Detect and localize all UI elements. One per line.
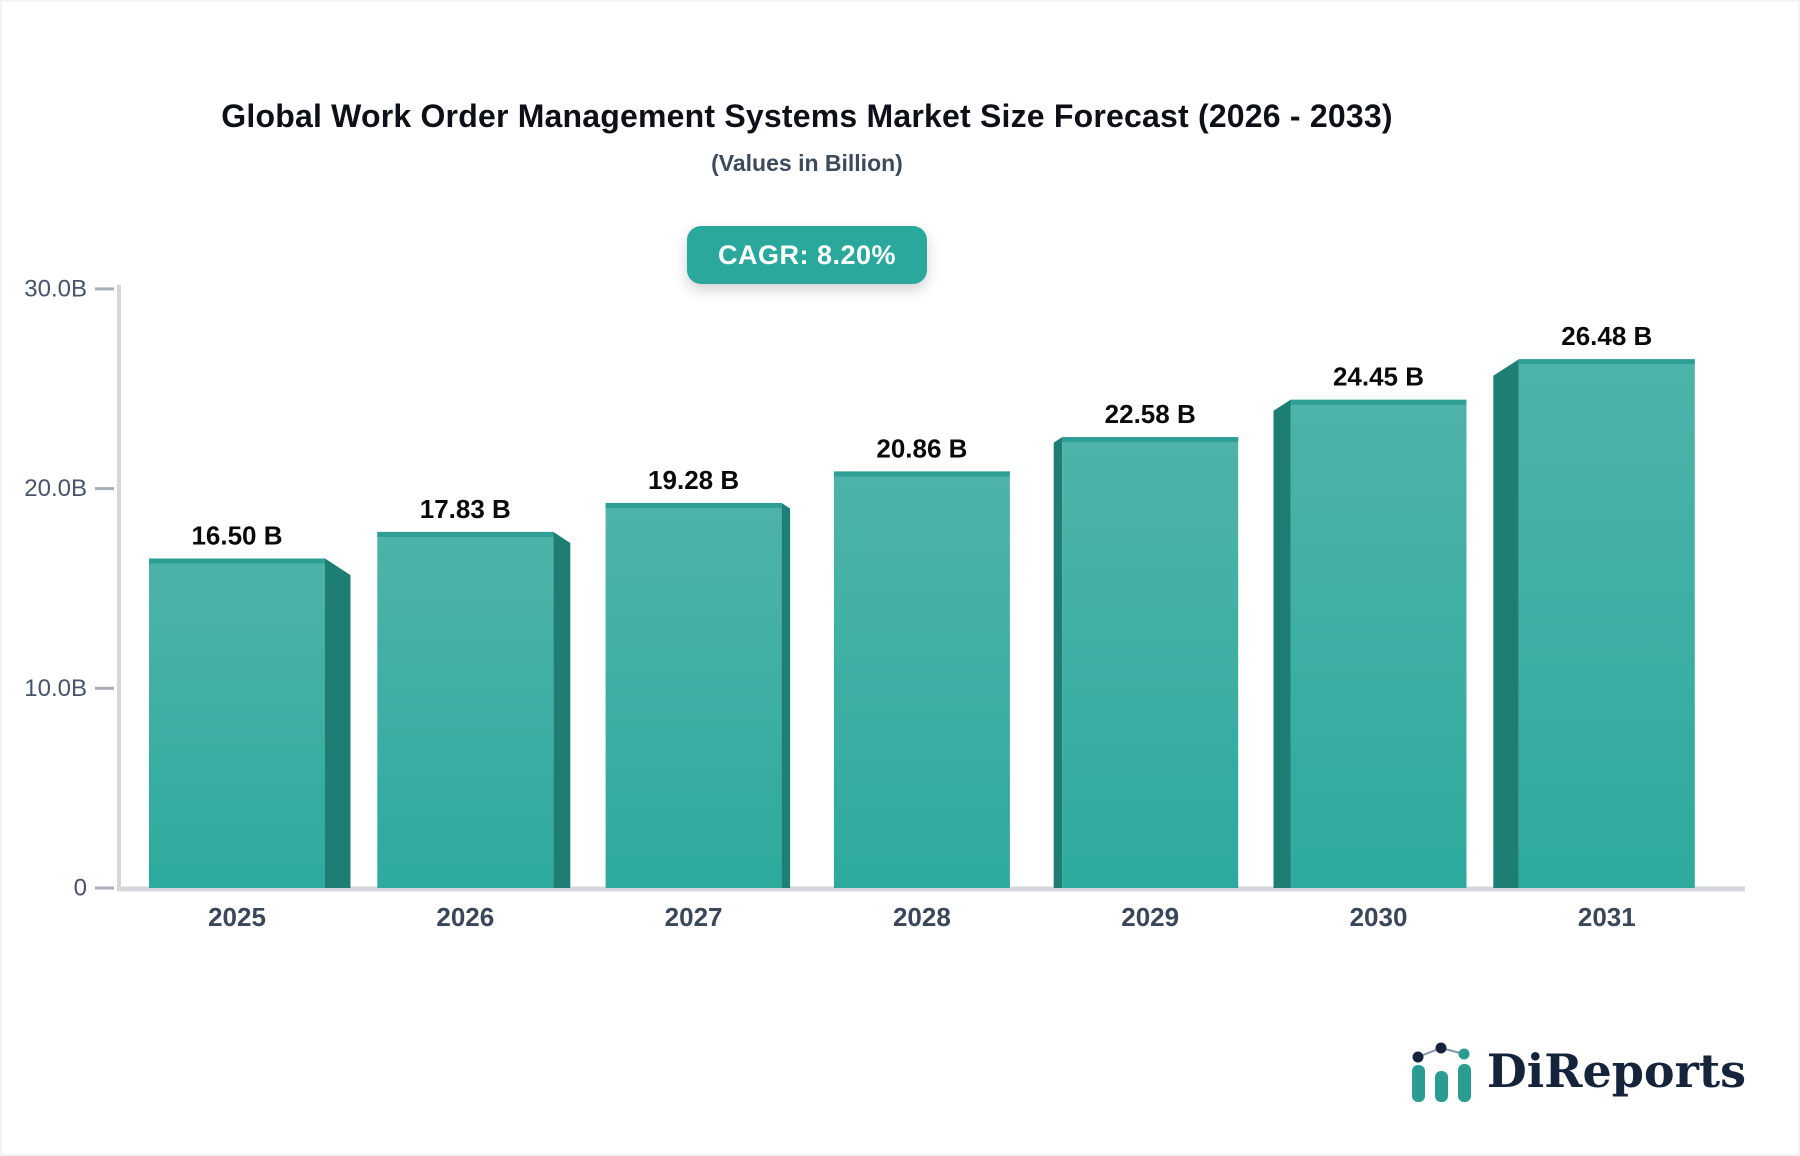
bar-2027[interactable]	[605, 502, 782, 888]
x-category-label: 2026	[436, 902, 494, 932]
bar-side-2031[interactable]	[1493, 359, 1519, 888]
bar-cap-2030	[1290, 399, 1467, 405]
y-tick-label: 0	[74, 875, 87, 902]
bar-cap-2031	[1518, 359, 1695, 365]
bar-side-2025[interactable]	[325, 558, 351, 888]
bar-value-label: 24.45 B	[1333, 362, 1424, 392]
x-axis-line	[117, 886, 1745, 892]
chart-subtitle: (Values in Billion)	[711, 150, 903, 176]
bar-value-label: 22.58 B	[1105, 399, 1196, 429]
bar-cap-2026	[377, 531, 554, 537]
cagr-badge-label: CAGR: 8.20%	[717, 239, 897, 270]
bar-2028[interactable]	[833, 471, 1010, 888]
y-tick-mark	[95, 686, 114, 690]
cagr-badge: CAGR: 8.20%	[687, 226, 927, 284]
y-axis-line	[117, 285, 121, 891]
y-tick-mark	[95, 886, 114, 890]
y-tick-label: 20.0B	[24, 475, 87, 502]
bar-cap-2027	[605, 502, 782, 508]
x-category-label: 2031	[1578, 902, 1636, 932]
bar-2025[interactable]	[149, 558, 325, 888]
logo-text: DiReports	[1486, 1044, 1746, 1098]
x-category-label: 2029	[1121, 902, 1179, 932]
bar-side-2030[interactable]	[1273, 399, 1291, 888]
bar-value-label: 16.50 B	[191, 520, 282, 550]
bar-side-2026[interactable]	[553, 531, 571, 888]
bar-2026[interactable]	[377, 531, 554, 888]
bar-2030[interactable]	[1290, 399, 1467, 888]
x-category-label: 2025	[208, 902, 266, 932]
bar-2031[interactable]	[1518, 359, 1695, 888]
bar-side-2029[interactable]	[1053, 437, 1063, 888]
bar-2029[interactable]	[1062, 437, 1239, 888]
x-category-label: 2030	[1350, 902, 1408, 932]
chart-title: Global Work Order Management Systems Mar…	[221, 98, 1393, 134]
bar-value-label: 20.86 B	[876, 433, 967, 463]
bar-cap-2029	[1062, 437, 1239, 443]
y-tick-label: 10.0B	[24, 675, 87, 702]
bar-value-label: 19.28 B	[648, 465, 739, 495]
bar-value-label: 17.83 B	[420, 494, 511, 524]
direports-logo: DiReports	[1409, 1040, 1746, 1102]
y-tick-label: 30.0B	[24, 275, 87, 302]
bar-value-label: 26.48 B	[1561, 321, 1652, 351]
bar-cap-2025	[149, 558, 325, 564]
bar-side-2027[interactable]	[781, 502, 791, 888]
bar-cap-2028	[833, 471, 1010, 477]
x-category-label: 2028	[893, 902, 951, 932]
x-category-label: 2027	[665, 902, 723, 932]
y-tick-mark	[95, 487, 114, 491]
y-tick-mark	[95, 287, 114, 291]
bar-chart-logo-icon	[1411, 1042, 1471, 1102]
